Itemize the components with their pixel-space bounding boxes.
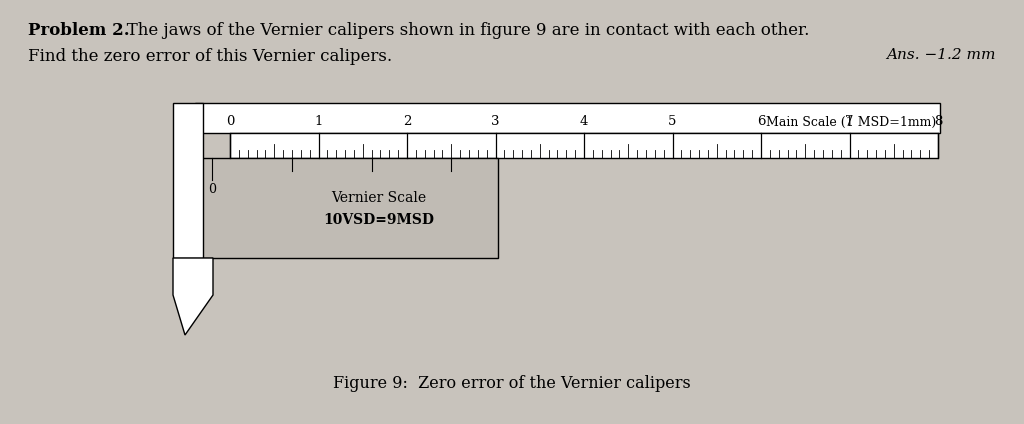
Text: Problem 2.: Problem 2. (28, 22, 130, 39)
Text: 4: 4 (580, 115, 588, 128)
Text: Figure 9:  Zero error of the Vernier calipers: Figure 9: Zero error of the Vernier cali… (333, 375, 691, 392)
Text: 0: 0 (226, 115, 234, 128)
Text: 5: 5 (669, 115, 677, 128)
Text: The jaws of the Vernier calipers shown in figure 9 are in contact with each othe: The jaws of the Vernier calipers shown i… (111, 22, 809, 39)
Text: Main Scale (1 MSD=1mm): Main Scale (1 MSD=1mm) (766, 116, 936, 129)
Bar (230, 133, 938, 158)
Text: Vernier Scale: Vernier Scale (331, 191, 426, 205)
Text: 10VSD=9MSD: 10VSD=9MSD (323, 213, 434, 227)
Text: 6: 6 (757, 115, 765, 128)
Bar (199, 158, 498, 258)
Text: 0: 0 (208, 183, 216, 196)
Bar (195, 103, 940, 133)
Polygon shape (173, 258, 213, 335)
Text: 2: 2 (402, 115, 412, 128)
Text: Find the zero error of this Vernier calipers.: Find the zero error of this Vernier cali… (28, 48, 392, 65)
Text: 3: 3 (492, 115, 500, 128)
Text: 7: 7 (845, 115, 854, 128)
Bar (173, 103, 203, 258)
Text: Ans. −1.2 mm: Ans. −1.2 mm (887, 48, 996, 62)
Text: 1: 1 (314, 115, 323, 128)
Text: 8: 8 (934, 115, 942, 128)
